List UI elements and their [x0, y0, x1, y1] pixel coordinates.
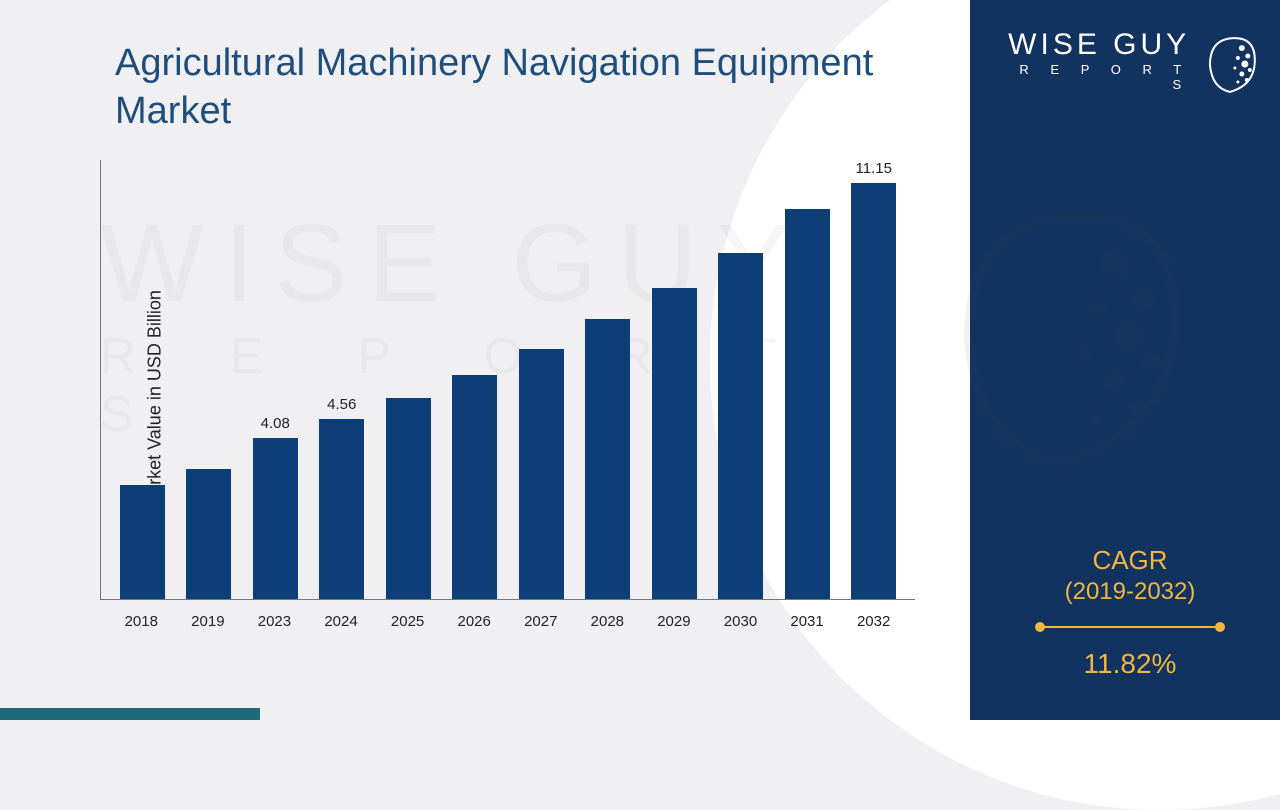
x-tick-label: 2024 — [308, 613, 375, 630]
plot-area: 4.08 4.56 11.15 — [100, 160, 915, 600]
bar-slot: 4.56 — [309, 160, 376, 599]
bar-slot — [575, 160, 642, 599]
bar — [585, 319, 630, 599]
logo-main-text: WISE GUY — [990, 30, 1190, 60]
bar-slot — [176, 160, 243, 599]
bar — [652, 288, 697, 599]
x-tick-label: 2032 — [840, 613, 907, 630]
logo-head-icon — [1200, 30, 1260, 100]
x-tick-label: 2028 — [574, 613, 641, 630]
bar — [718, 253, 763, 599]
bar-slot: 11.15 — [841, 160, 908, 599]
cagr-label: CAGR — [980, 545, 1280, 576]
bar — [186, 469, 231, 599]
bars-container: 4.08 4.56 11.15 — [101, 160, 915, 599]
bar-value-label: 4.08 — [261, 415, 290, 432]
bar-slot — [109, 160, 176, 599]
x-tick-label: 2018 — [108, 613, 175, 630]
bar — [851, 183, 896, 599]
cagr-value: 11.82% — [980, 648, 1280, 680]
x-tick-label: 2027 — [507, 613, 574, 630]
bar-value-label: 4.56 — [327, 396, 356, 413]
bar-slot — [774, 160, 841, 599]
chart-title: Agricultural Machinery Navigation Equipm… — [115, 40, 875, 135]
bar-chart: Market Value in USD Billion 4.084.5611.1… — [55, 160, 915, 640]
x-tick-label: 2026 — [441, 613, 508, 630]
x-axis-labels: 2018201920232024202520262027202820292030… — [100, 613, 915, 630]
x-tick-label: 2030 — [707, 613, 774, 630]
bar — [253, 438, 298, 599]
bar-slot — [508, 160, 575, 599]
bar — [785, 209, 830, 599]
bar-slot — [442, 160, 509, 599]
bar-slot — [375, 160, 442, 599]
x-tick-label: 2031 — [774, 613, 841, 630]
bar-slot — [641, 160, 708, 599]
x-tick-label: 2019 — [175, 613, 242, 630]
bar — [519, 349, 564, 599]
bar — [452, 375, 497, 599]
brand-logo: WISE GUY R E P O R T S — [990, 30, 1260, 100]
bottom-accent-strip — [0, 708, 260, 720]
cagr-range: (2019-2032) — [980, 578, 1280, 606]
x-tick-label: 2025 — [374, 613, 441, 630]
x-tick-label: 2023 — [241, 613, 308, 630]
bar — [386, 398, 431, 599]
logo-sub-text: R E P O R T S — [990, 62, 1190, 92]
bar — [120, 485, 165, 599]
bar — [319, 419, 364, 599]
bar-slot — [708, 160, 775, 599]
bar-value-label: 11.15 — [856, 160, 892, 177]
cagr-box: CAGR (2019-2032) 11.82% — [980, 545, 1280, 680]
cagr-divider — [1040, 626, 1220, 628]
bar-slot: 4.08 — [242, 160, 309, 599]
x-tick-label: 2029 — [641, 613, 708, 630]
